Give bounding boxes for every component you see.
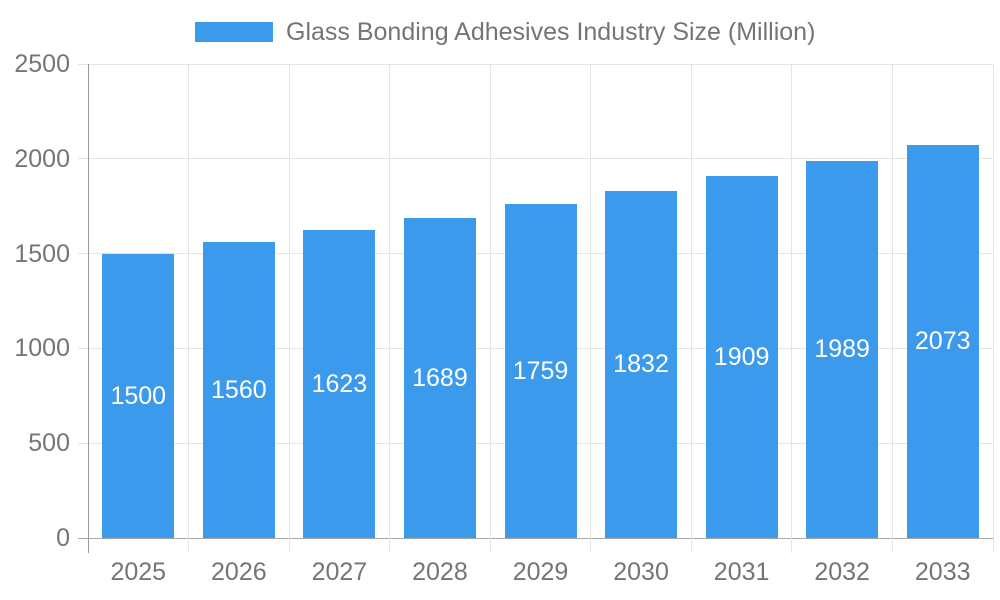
- legend-swatch: [195, 22, 273, 42]
- horizontal-gridline: [78, 158, 993, 160]
- vertical-gridline: [891, 64, 893, 553]
- y-axis-tick-label: 2000: [14, 144, 70, 173]
- bar-2026: [202, 242, 275, 538]
- x-axis-tick-label: 2033: [914, 558, 971, 586]
- bar-2027: [303, 230, 376, 538]
- vertical-gridline: [188, 64, 190, 553]
- bar-2031: [705, 176, 778, 538]
- bar-2032: [806, 160, 879, 538]
- bar-value-label: 1832: [613, 350, 669, 379]
- y-axis-tick-label: 0: [56, 524, 70, 552]
- vertical-gridline: [288, 64, 290, 553]
- y-axis-tick-label: 1500: [14, 239, 70, 268]
- x-axis-tick-label: 2031: [713, 558, 770, 586]
- bar-2033: [906, 144, 979, 538]
- bar-2030: [605, 190, 678, 538]
- bar-value-label: 1500: [110, 381, 167, 410]
- x-axis-tick-label: 2032: [814, 558, 870, 586]
- y-axis-tick-label: 2500: [14, 50, 70, 78]
- vertical-gridline: [992, 64, 994, 553]
- bar-2025: [102, 253, 175, 538]
- bar-2029: [504, 204, 577, 538]
- x-axis-tick-label: 2025: [110, 558, 167, 586]
- y-axis-tick-label: 1000: [14, 334, 70, 363]
- vertical-gridline: [590, 64, 592, 553]
- bar-value-label: 2073: [914, 327, 971, 356]
- x-axis-tick-label: 2030: [613, 558, 669, 586]
- legend: Glass Bonding Adhesives Industry Size (M…: [195, 17, 815, 47]
- chart-title: Glass Bonding Adhesives Industry Size (M…: [286, 17, 816, 46]
- vertical-gridline: [389, 64, 391, 553]
- bar-value-label: 1759: [512, 357, 569, 386]
- bar-value-label: 1909: [713, 343, 770, 372]
- bar-value-label: 1989: [814, 335, 870, 364]
- bar-value-label: 1560: [211, 376, 267, 405]
- horizontal-gridline: [78, 63, 993, 65]
- x-axis-tick-label: 2029: [512, 558, 569, 586]
- y-axis-line: [87, 64, 89, 553]
- vertical-gridline: [791, 64, 793, 553]
- x-axis-tick-label: 2028: [412, 558, 468, 586]
- y-axis-tick-label: 500: [28, 429, 70, 458]
- bar-2028: [403, 217, 476, 538]
- bar-value-label: 1689: [412, 363, 468, 392]
- x-axis-baseline: [78, 537, 993, 539]
- x-axis-tick-label: 2027: [311, 558, 368, 586]
- vertical-gridline: [690, 64, 692, 553]
- bar-value-label: 1623: [311, 370, 368, 399]
- vertical-gridline: [489, 64, 491, 553]
- x-axis-tick-label: 2026: [211, 558, 267, 586]
